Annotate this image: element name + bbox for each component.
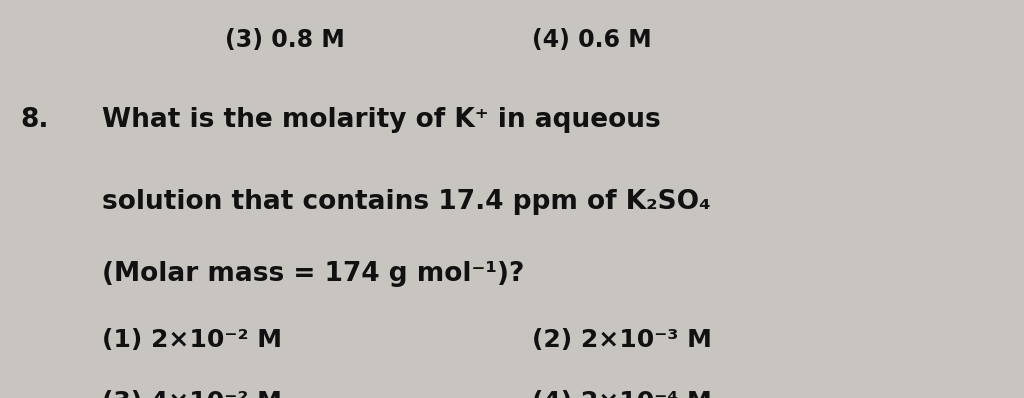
Text: 8.: 8. [20, 107, 49, 133]
Text: solution that contains 17.4 ppm of K₂SO₄: solution that contains 17.4 ppm of K₂SO₄ [102, 189, 711, 215]
Text: (Molar mass = 174 g mol⁻¹)?: (Molar mass = 174 g mol⁻¹)? [102, 261, 524, 287]
Text: (3) 4×10⁻² M: (3) 4×10⁻² M [102, 390, 283, 398]
Text: (1) 2×10⁻² M: (1) 2×10⁻² M [102, 328, 283, 352]
Text: (2) 2×10⁻³ M: (2) 2×10⁻³ M [532, 328, 713, 352]
Text: (3) 0.8 M: (3) 0.8 M [225, 28, 345, 52]
Text: (4) 2×10⁻⁴ M: (4) 2×10⁻⁴ M [532, 390, 713, 398]
Text: (4) 0.6 M: (4) 0.6 M [532, 28, 652, 52]
Text: What is the molarity of K⁺ in aqueous: What is the molarity of K⁺ in aqueous [102, 107, 662, 133]
